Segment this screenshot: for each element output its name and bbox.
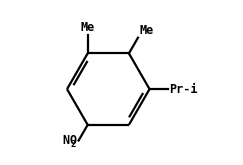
Text: N: N <box>62 134 69 147</box>
Text: O: O <box>70 134 77 147</box>
Text: Pr-i: Pr-i <box>169 83 198 96</box>
Text: Me: Me <box>140 24 154 37</box>
Text: 2: 2 <box>71 140 76 149</box>
Text: Me: Me <box>80 21 95 33</box>
